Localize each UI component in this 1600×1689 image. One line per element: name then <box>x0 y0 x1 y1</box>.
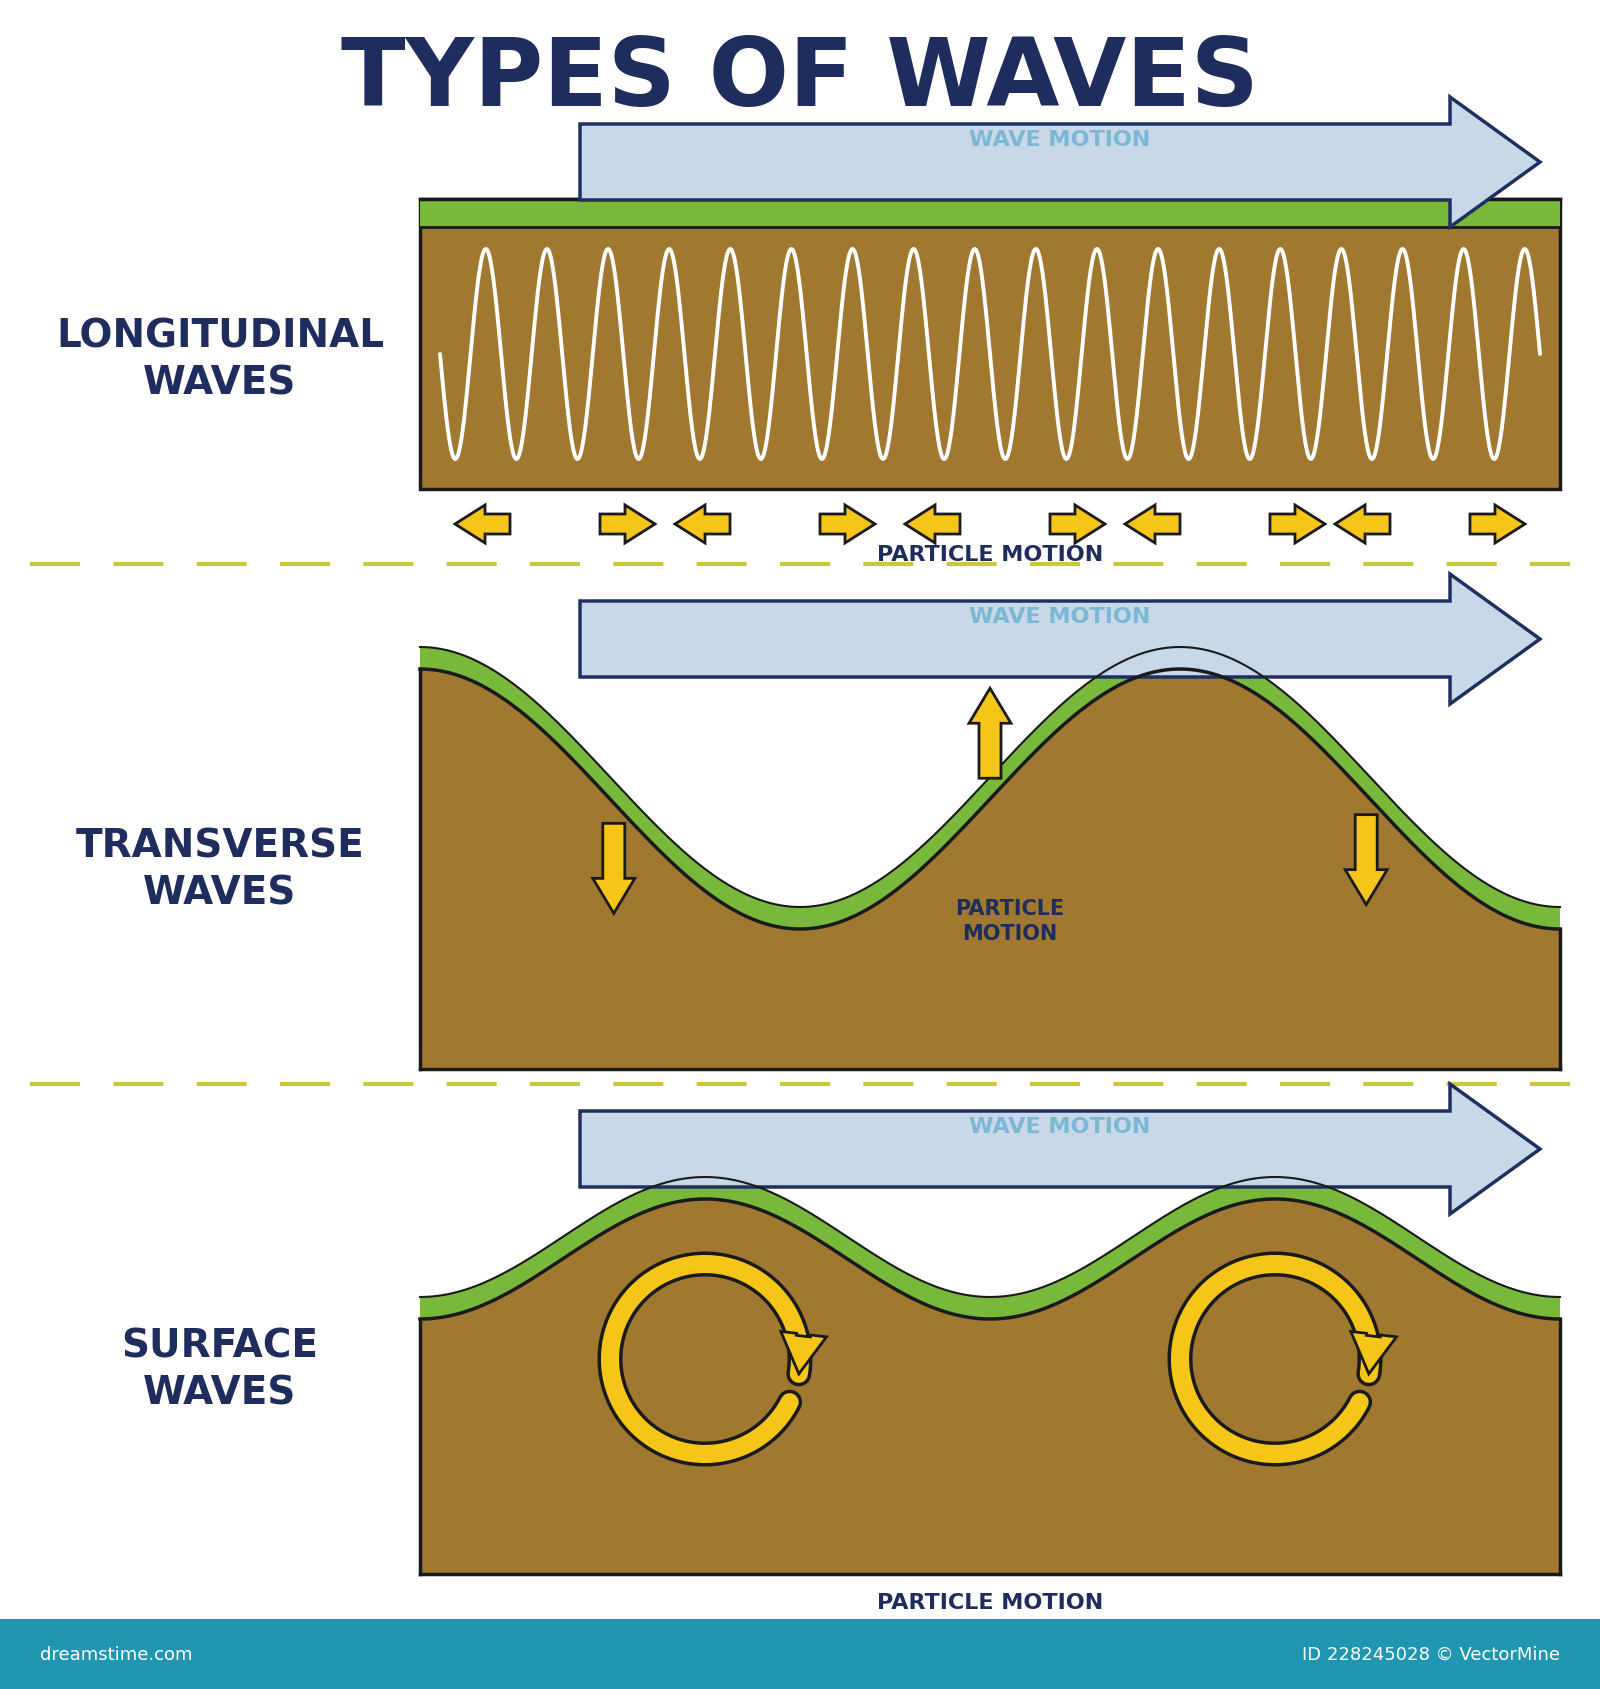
Text: dreamstime.com: dreamstime.com <box>40 1645 192 1664</box>
Text: LONGITUDINAL
WAVES: LONGITUDINAL WAVES <box>56 318 384 402</box>
Polygon shape <box>579 98 1539 228</box>
FancyArrow shape <box>1470 505 1525 544</box>
FancyArrow shape <box>1346 816 1387 905</box>
FancyArrow shape <box>1125 505 1181 544</box>
FancyArrow shape <box>1334 505 1390 544</box>
FancyArrow shape <box>1350 1331 1397 1375</box>
FancyArrow shape <box>781 1331 827 1375</box>
Polygon shape <box>419 1199 1560 1574</box>
Polygon shape <box>419 669 1560 1069</box>
Text: SURFACE
WAVES: SURFACE WAVES <box>122 1328 318 1412</box>
Polygon shape <box>419 647 1560 929</box>
Text: TYPES OF WAVES: TYPES OF WAVES <box>341 34 1259 127</box>
FancyArrow shape <box>675 505 730 544</box>
FancyArrow shape <box>970 689 1011 779</box>
Text: PARTICLE
MOTION: PARTICLE MOTION <box>955 899 1064 944</box>
FancyArrow shape <box>1050 505 1106 544</box>
Polygon shape <box>579 574 1539 704</box>
Bar <box>419 199 1560 228</box>
Text: WAVE MOTION: WAVE MOTION <box>970 130 1150 150</box>
Text: WAVE MOTION: WAVE MOTION <box>970 1116 1150 1137</box>
FancyArrow shape <box>454 505 510 544</box>
Text: PARTICLE MOTION: PARTICLE MOTION <box>877 544 1102 564</box>
FancyArrow shape <box>600 505 654 544</box>
Bar <box>419 199 1560 490</box>
Text: ID 228245028 © VectorMine: ID 228245028 © VectorMine <box>1302 1645 1560 1664</box>
FancyArrow shape <box>906 505 960 544</box>
Text: TRANSVERSE
WAVES: TRANSVERSE WAVES <box>75 828 365 912</box>
FancyArrow shape <box>592 824 635 914</box>
Text: WAVE MOTION: WAVE MOTION <box>970 606 1150 627</box>
FancyArrow shape <box>819 505 875 544</box>
Text: PARTICLE MOTION: PARTICLE MOTION <box>877 1593 1102 1611</box>
FancyArrow shape <box>1270 505 1325 544</box>
Polygon shape <box>579 1084 1539 1214</box>
Polygon shape <box>419 1177 1560 1319</box>
Bar <box>0 1620 1600 1689</box>
